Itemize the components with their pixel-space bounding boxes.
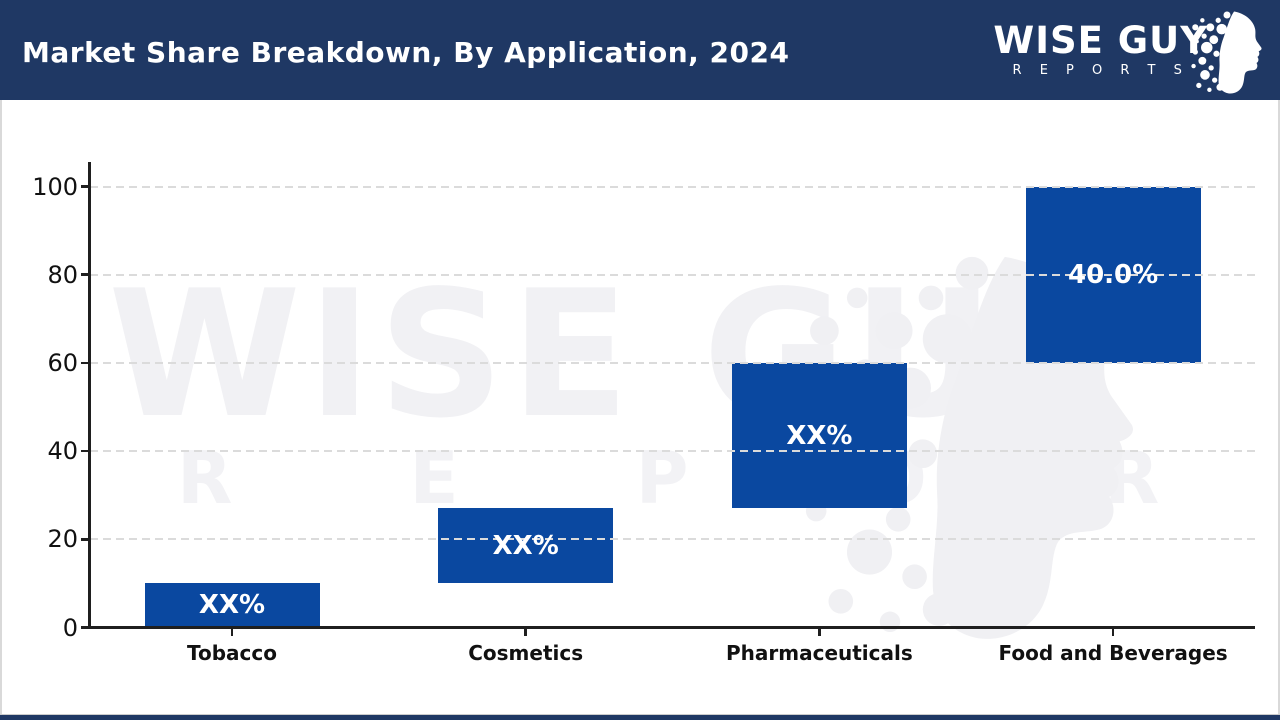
- x-axis-category-label: Tobacco: [187, 640, 277, 665]
- gridline: [90, 361, 1255, 364]
- y-axis-tick-label: 0: [62, 613, 78, 642]
- x-axis-category-label: Cosmetics: [468, 640, 584, 665]
- y-axis-tick-label: 40: [47, 437, 78, 466]
- bar-value-label: 40.0%: [1067, 259, 1159, 290]
- y-axis-tick: [81, 626, 90, 629]
- x-axis-tick: [230, 627, 234, 636]
- logo-brand-name: WISE GUY: [993, 19, 1208, 62]
- gridline: [90, 450, 1255, 453]
- logo-brand-subtitle: R E P O R T S: [1012, 62, 1189, 78]
- x-axis-tick: [818, 627, 821, 636]
- chart-plot-area: WISE GUY R E P O R T S XX%XX%XX%40.0% 02…: [0, 100, 1280, 714]
- bar-segment: [731, 362, 907, 509]
- y-axis-tick-label: 100: [32, 172, 78, 201]
- footer-banner: [0, 714, 1280, 720]
- y-axis-line: [88, 162, 91, 629]
- logo-text: WISE GUY R E P O R T S: [993, 19, 1208, 78]
- header-banner: Market Share Breakdown, By Application, …: [0, 0, 1280, 100]
- gridline: [90, 185, 1255, 188]
- y-axis-tick-label: 80: [47, 260, 78, 289]
- x-axis-tick: [1111, 627, 1115, 636]
- y-axis-tick-label: 60: [47, 348, 78, 377]
- bar-segment: [438, 508, 614, 584]
- bar-value-label: XX%: [198, 590, 266, 621]
- axes-layer: 0 20 40 60 80 100 Tobacco Cosmetics Pharmaceutic…: [2, 100, 1278, 714]
- x-axis-line: [88, 626, 1255, 629]
- y-axis-tick: [81, 185, 90, 188]
- gridline: [90, 273, 1255, 276]
- bar-value-label: XX%: [492, 530, 559, 561]
- x-axis-category-label: Food and Beverages: [998, 640, 1228, 665]
- y-axis-tick: [81, 449, 90, 453]
- bar-value-label: XX%: [786, 420, 853, 451]
- y-axis-tick: [81, 361, 90, 365]
- page-title: Market Share Breakdown, By Application, …: [22, 36, 790, 69]
- bar-labels-layer: XX% XX% XX% 40.0%: [2, 100, 1278, 714]
- y-axis-tick: [81, 273, 90, 276]
- y-axis-tick: [81, 538, 90, 541]
- gridlines-layer: [2, 100, 1278, 714]
- gridline: [90, 538, 1255, 541]
- x-axis-category-label: Pharmaceuticals: [726, 640, 913, 665]
- y-axis-tick-label: 20: [47, 525, 78, 554]
- x-axis-tick: [524, 627, 527, 636]
- wise-guy-reports-logo: WISE GUY R E P O R T S: [993, 4, 1274, 96]
- wise-guy-head-icon: [1180, 8, 1274, 96]
- bar-segment: [144, 583, 320, 628]
